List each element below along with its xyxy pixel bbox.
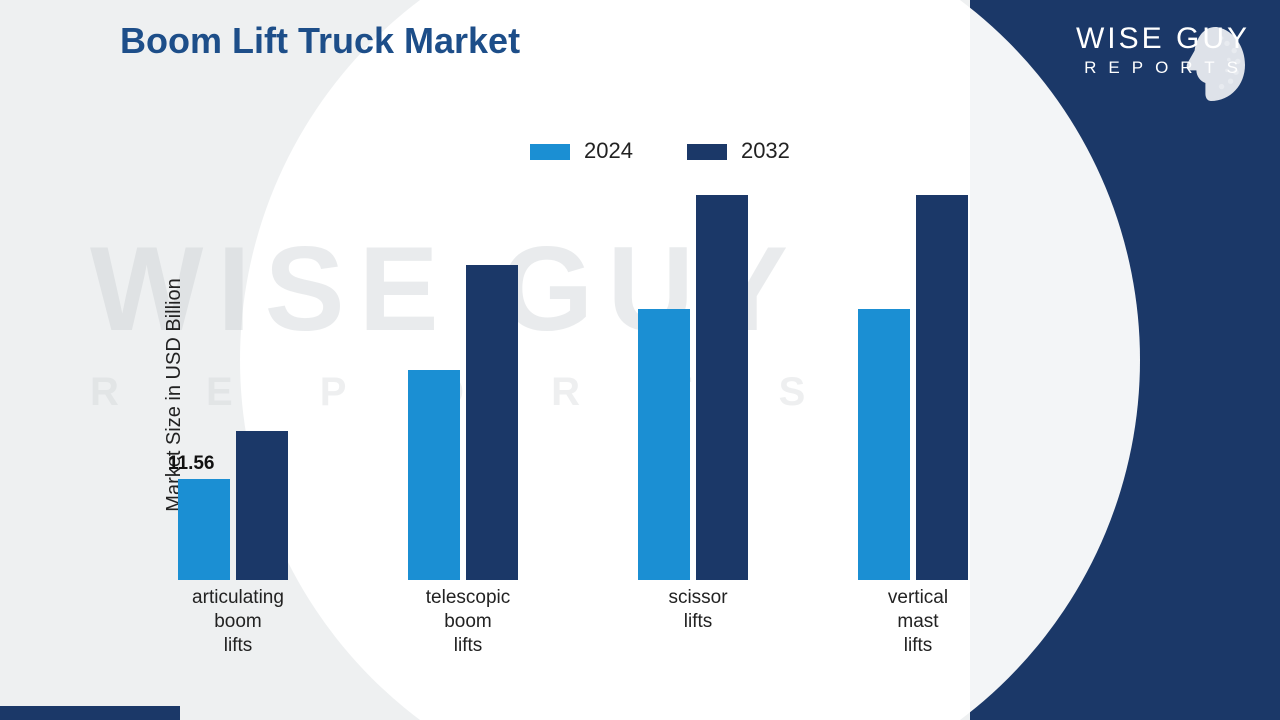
bar-2024-1 — [408, 370, 460, 580]
bar-2032-0 — [236, 431, 288, 580]
bar-2032-1 — [466, 265, 518, 580]
value-label-0: 11.56 — [168, 453, 215, 475]
x-label-3: verticalmastlifts — [843, 586, 993, 657]
legend-swatch-2032 — [687, 144, 727, 160]
x-label-2: scissorlifts — [623, 586, 773, 634]
bar-2024-2 — [638, 309, 690, 580]
bottom-accent-bar — [0, 706, 180, 720]
plot-area: 11.56 articulatingboomlifts telescopicbo… — [138, 160, 1008, 580]
x-label-1: telescopicboomlifts — [393, 586, 543, 657]
bar-2032-3 — [916, 195, 968, 580]
legend-swatch-2024 — [530, 144, 570, 160]
chart-title: Boom Lift Truck Market — [120, 20, 520, 62]
bar-2024-3 — [858, 309, 910, 580]
brand-head-icon — [1164, 20, 1254, 110]
bar-2032-2 — [696, 195, 748, 580]
bar-2024-0 — [178, 479, 230, 580]
x-label-0: articulatingboomlifts — [163, 586, 313, 657]
bar-chart: Market Size in USD Billion 2024 2032 11.… — [110, 160, 1030, 630]
